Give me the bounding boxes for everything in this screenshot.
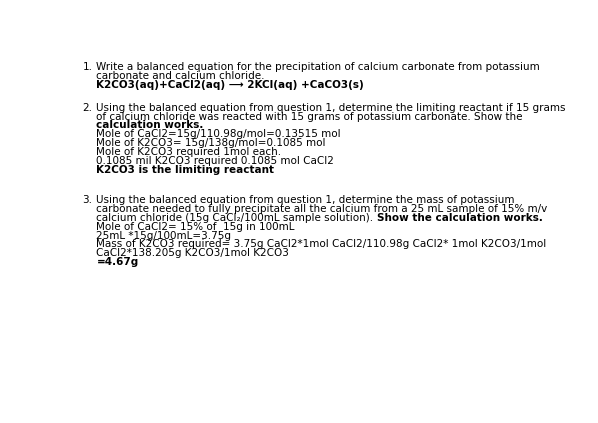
Text: carbonate and calcium chloride.: carbonate and calcium chloride.	[96, 71, 265, 81]
Text: Using the balanced equation from question 1, determine the limiting reactant if : Using the balanced equation from questio…	[96, 103, 566, 113]
Text: Mole of CaCl2= 15% of  15g in 100mL: Mole of CaCl2= 15% of 15g in 100mL	[96, 222, 295, 232]
Text: Mass of K2CO3 required= 3.75g CaCl2*1mol CaCl2/110.98g CaCl2* 1mol K2CO3/1mol: Mass of K2CO3 required= 3.75g CaCl2*1mol…	[96, 239, 547, 250]
Text: of calcium chloride was reacted with 15 grams of potassium carbonate. Show the: of calcium chloride was reacted with 15 …	[96, 112, 523, 121]
Text: carbonate needed to fully precipitate all the calcium from a 25 mL sample of 15%: carbonate needed to fully precipitate al…	[96, 204, 548, 214]
Text: =4.67g: =4.67g	[96, 257, 139, 267]
Text: Mole of K2CO3= 15g/138g/mol=0.1085 mol: Mole of K2CO3= 15g/138g/mol=0.1085 mol	[96, 138, 326, 148]
Text: 0.1085 mil K2CO3 required 0.1085 mol CaCl2: 0.1085 mil K2CO3 required 0.1085 mol CaC…	[96, 156, 334, 166]
Text: 25mL *15g/100mL=3.75g: 25mL *15g/100mL=3.75g	[96, 231, 231, 241]
Text: 2.: 2.	[83, 103, 93, 113]
Text: 3.: 3.	[83, 195, 93, 205]
Text: K2CO3 is the limiting reactant: K2CO3 is the limiting reactant	[96, 165, 274, 175]
Text: Show the calculation works.: Show the calculation works.	[377, 213, 543, 223]
Text: calculation works.: calculation works.	[96, 121, 204, 130]
Text: Write a balanced equation for the precipitation of calcium carbonate from potass: Write a balanced equation for the precip…	[96, 62, 540, 72]
Text: Mole of K2CO3 required 1mol each.: Mole of K2CO3 required 1mol each.	[96, 147, 282, 157]
Text: 1.: 1.	[83, 62, 93, 72]
Text: calcium chloride (15g CaCl₂/100mL sample solution).: calcium chloride (15g CaCl₂/100mL sample…	[96, 213, 377, 223]
Text: Using the balanced equation from question 1, determine the mass of potassium: Using the balanced equation from questio…	[96, 195, 515, 205]
Text: CaCl2*138.205g K2CO3/1mol K2CO3: CaCl2*138.205g K2CO3/1mol K2CO3	[96, 248, 289, 258]
Text: Mole of CaCl2=15g/110.98g/mol=0.13515 mol: Mole of CaCl2=15g/110.98g/mol=0.13515 mo…	[96, 129, 341, 139]
Text: K2CO3(aq)+CaCl2(aq) ⟶ 2KCl(aq) +CaCO3(s): K2CO3(aq)+CaCl2(aq) ⟶ 2KCl(aq) +CaCO3(s)	[96, 80, 364, 90]
